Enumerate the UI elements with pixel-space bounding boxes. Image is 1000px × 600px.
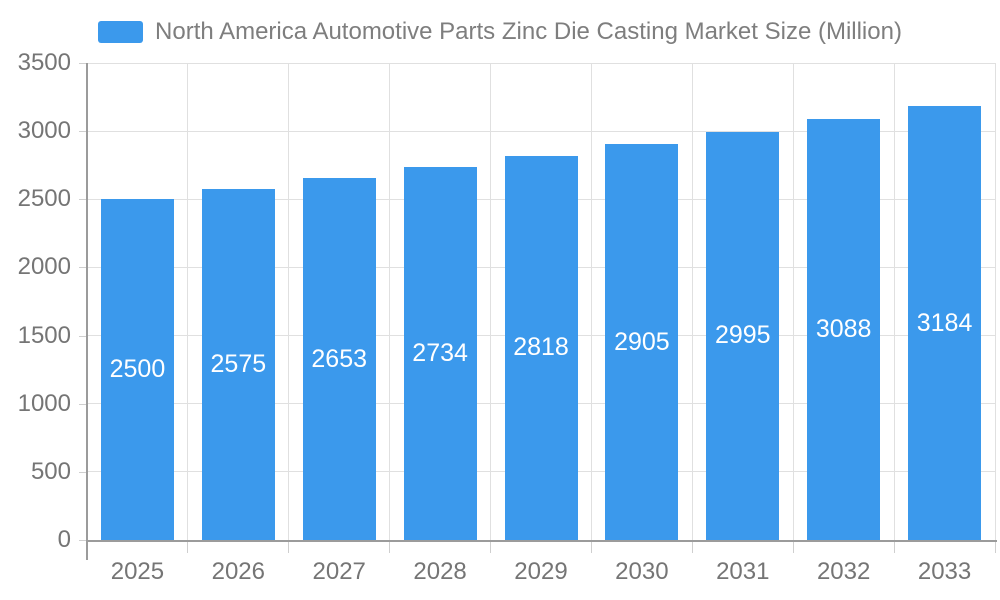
- bar[interactable]: 2905: [605, 144, 679, 540]
- bar-value-label: 3184: [916, 308, 973, 337]
- legend-item[interactable]: North America Automotive Parts Zinc Die …: [0, 18, 1000, 46]
- x-axis-tick: [994, 542, 996, 553]
- bar[interactable]: 2500: [100, 199, 174, 540]
- y-axis-tick: [79, 267, 87, 269]
- y-axis-label: 2000: [17, 253, 71, 281]
- bar[interactable]: 2575: [201, 189, 275, 540]
- x-gridline: [490, 63, 492, 540]
- bar-value-label: 2818: [513, 333, 569, 362]
- x-gridline: [893, 63, 895, 540]
- y-axis-line: [86, 63, 88, 560]
- x-axis-tick: [490, 542, 492, 553]
- x-axis-line: [87, 540, 997, 542]
- bar-value-label: 2575: [210, 350, 267, 379]
- y-axis-tick: [79, 131, 87, 133]
- bar[interactable]: 3088: [807, 119, 881, 540]
- bar-value-label: 2995: [714, 321, 771, 350]
- x-axis-label: 2027: [312, 558, 366, 585]
- x-gridline: [389, 63, 391, 540]
- y-axis-label: 3000: [17, 117, 71, 145]
- bar-value-label: 2653: [311, 344, 368, 373]
- x-axis-label: 2033: [917, 558, 972, 585]
- y-gridline: [87, 130, 995, 132]
- bar[interactable]: 2818: [504, 155, 578, 540]
- x-axis-tick: [590, 542, 592, 553]
- x-axis-label: 2032: [816, 558, 871, 585]
- x-gridline: [994, 63, 996, 540]
- legend-swatch-icon: [98, 21, 144, 43]
- y-axis-label: 3500: [17, 49, 71, 76]
- y-axis-label: 500: [30, 457, 71, 485]
- x-axis-label: 2028: [413, 558, 467, 585]
- bar-value-label: 2734: [412, 339, 468, 368]
- x-axis-label: 2030: [615, 558, 669, 585]
- bar[interactable]: 2653: [302, 178, 376, 540]
- y-axis-label: 2500: [17, 185, 71, 213]
- bar-value-label: 3088: [815, 315, 872, 344]
- x-axis-label: 2029: [514, 558, 568, 585]
- y-axis-tick: [79, 335, 87, 337]
- bar[interactable]: 2734: [403, 167, 477, 540]
- y-axis-label: 1500: [17, 321, 71, 349]
- x-gridline: [691, 63, 693, 540]
- x-axis-tick: [288, 542, 290, 553]
- x-gridline: [590, 63, 592, 540]
- bar-value-label: 2500: [109, 355, 166, 384]
- y-axis-label: 0: [57, 526, 71, 553]
- y-gridline: [87, 62, 995, 64]
- x-axis-tick: [187, 542, 189, 553]
- x-axis-tick: [893, 542, 895, 553]
- y-axis-tick: [79, 63, 87, 64]
- x-axis-tick: [792, 542, 794, 553]
- x-axis-label: 2026: [211, 558, 265, 585]
- x-axis-tick: [691, 542, 693, 553]
- x-axis-label: 2025: [110, 558, 165, 585]
- y-axis-tick: [79, 403, 87, 405]
- y-axis-tick: [79, 471, 87, 473]
- y-axis-label: 1000: [17, 389, 71, 417]
- bar[interactable]: 3184: [908, 106, 982, 540]
- y-axis-tick: [79, 540, 87, 541]
- x-gridline: [187, 63, 189, 540]
- bar[interactable]: 2995: [706, 131, 780, 540]
- x-axis-tick: [389, 542, 391, 553]
- legend-label: North America Automotive Parts Zinc Die …: [155, 18, 902, 45]
- bar-value-label: 2905: [614, 327, 670, 356]
- x-gridline: [288, 63, 290, 540]
- y-axis-tick: [79, 199, 87, 201]
- x-gridline: [792, 63, 794, 540]
- x-axis-label: 2031: [716, 558, 770, 585]
